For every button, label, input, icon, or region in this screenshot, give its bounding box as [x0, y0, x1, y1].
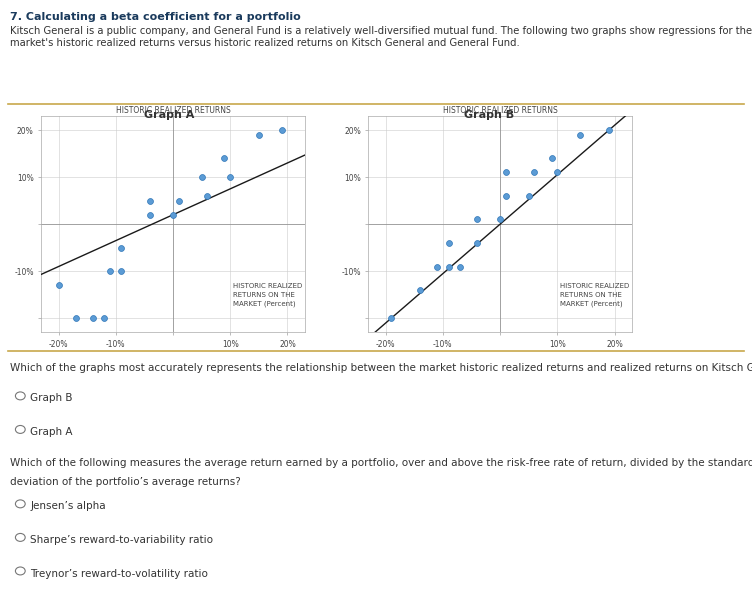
- Point: [500, 168, 512, 178]
- Point: [472, 238, 484, 248]
- Point: [144, 196, 156, 206]
- Text: Graph A: Graph A: [144, 110, 194, 120]
- Point: [116, 243, 128, 253]
- Point: [202, 191, 214, 201]
- Text: 7. Calculating a beta coefficient for a portfolio: 7. Calculating a beta coefficient for a …: [10, 12, 301, 22]
- Point: [551, 168, 563, 178]
- Point: [472, 215, 484, 224]
- Text: Treynor’s reward-to-volatility ratio: Treynor’s reward-to-volatility ratio: [30, 569, 208, 578]
- Point: [70, 314, 82, 323]
- Title: HISTORIC REALIZED RETURNS: HISTORIC REALIZED RETURNS: [116, 106, 230, 115]
- Point: [454, 262, 466, 271]
- Point: [167, 210, 179, 220]
- Point: [173, 196, 185, 206]
- Point: [603, 125, 615, 135]
- Text: Graph B: Graph B: [464, 110, 514, 120]
- Point: [414, 285, 426, 295]
- Point: [218, 153, 230, 163]
- Point: [431, 262, 443, 271]
- Text: Graph A: Graph A: [30, 427, 73, 437]
- Text: HISTORIC REALIZED
RETURNS ON THE
MARKET (Percent): HISTORIC REALIZED RETURNS ON THE MARKET …: [560, 283, 629, 306]
- Text: Sharpe’s reward-to-variability ratio: Sharpe’s reward-to-variability ratio: [30, 535, 213, 545]
- Point: [104, 267, 116, 276]
- Text: Kitsch General is a public company, and General Fund is a relatively well-divers: Kitsch General is a public company, and …: [10, 26, 752, 36]
- Text: market's historic realized returns versus historic realized returns on Kitsch Ge: market's historic realized returns versu…: [10, 38, 520, 48]
- Text: Which of the following measures the average return earned by a portfolio, over a: Which of the following measures the aver…: [10, 458, 752, 467]
- Point: [545, 153, 557, 163]
- Point: [385, 314, 397, 323]
- Point: [86, 314, 99, 323]
- Text: Which of the graphs most accurately represents the relationship between the mark: Which of the graphs most accurately repr…: [10, 363, 752, 373]
- Title: HISTORIC REALIZED RETURNS: HISTORIC REALIZED RETURNS: [443, 106, 557, 115]
- Point: [500, 191, 512, 201]
- Point: [116, 267, 128, 276]
- Point: [494, 215, 506, 224]
- Point: [99, 314, 111, 323]
- Text: Jensen’s alpha: Jensen’s alpha: [30, 501, 106, 511]
- Point: [529, 168, 541, 178]
- Point: [144, 210, 156, 220]
- Point: [224, 172, 236, 182]
- Point: [53, 281, 65, 290]
- Point: [443, 262, 455, 271]
- Point: [443, 238, 455, 248]
- Text: Graph B: Graph B: [30, 393, 73, 403]
- Text: HISTORIC REALIZED
RETURNS ON THE
MARKET (Percent): HISTORIC REALIZED RETURNS ON THE MARKET …: [233, 283, 302, 306]
- Point: [575, 130, 587, 140]
- Text: deviation of the portfolio’s average returns?: deviation of the portfolio’s average ret…: [10, 477, 241, 487]
- Point: [523, 191, 535, 201]
- Point: [253, 130, 265, 140]
- Point: [196, 172, 208, 182]
- Point: [276, 125, 288, 135]
